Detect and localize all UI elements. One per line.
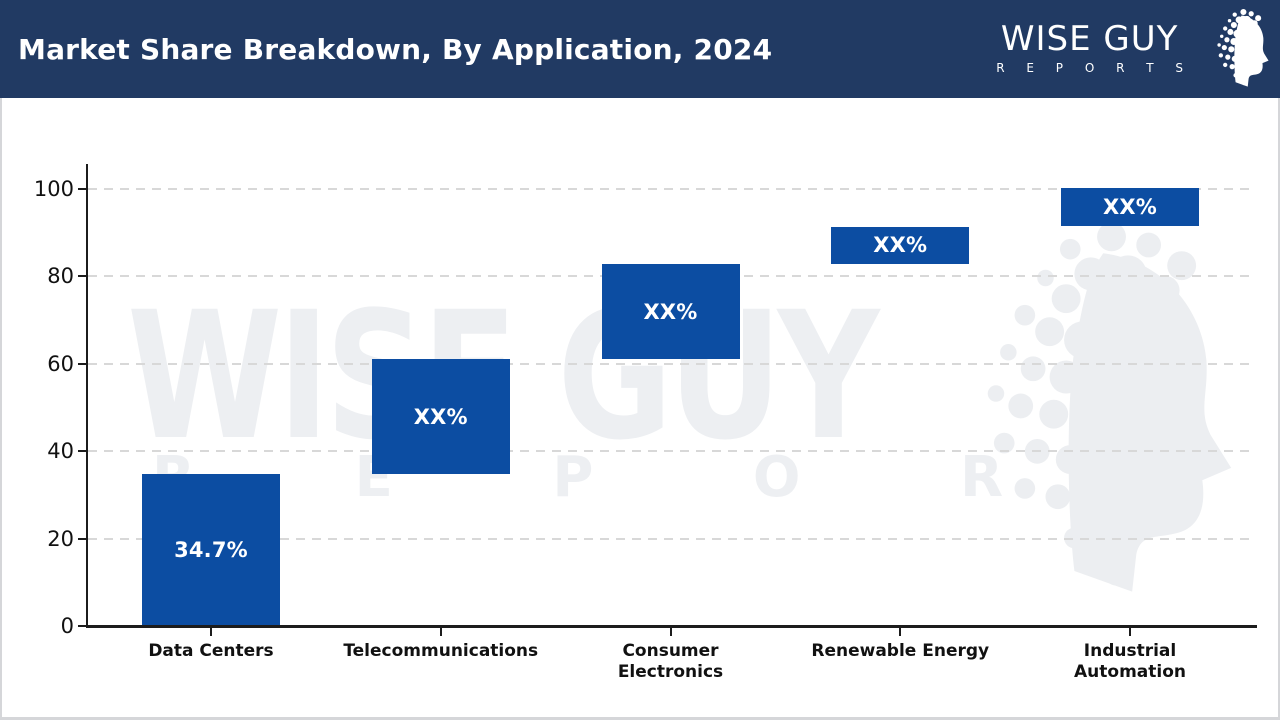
gridline-60	[88, 362, 1256, 365]
y-tick-mark	[78, 450, 86, 453]
header-bar: Market Share Breakdown, By Application, …	[0, 0, 1280, 98]
x-tick-mark	[669, 628, 672, 636]
bar-value-label: XX%	[873, 233, 928, 258]
y-tick-label: 0	[60, 614, 74, 638]
gridline-20	[88, 537, 1256, 540]
y-tick-label: 80	[47, 264, 74, 289]
bar-value-label: XX%	[413, 404, 468, 429]
bar-value-label: XX%	[643, 299, 698, 324]
y-tick-label: 60	[47, 351, 74, 376]
y-axis-line	[86, 164, 88, 627]
x-axis-line	[86, 625, 1257, 628]
x-tick-mark	[899, 628, 902, 636]
gridline-40	[88, 450, 1256, 453]
x-tick-mark	[210, 628, 212, 636]
bar-data-centers: 34.7%	[142, 474, 280, 626]
bar-value-label: 34.7%	[174, 538, 248, 563]
y-tick-label: 40	[47, 439, 74, 464]
brand-tagline: R E P O R T S	[996, 61, 1192, 75]
brand-name: WISE GUY	[1000, 19, 1179, 59]
brand-head-icon	[1217, 9, 1269, 87]
category-label-data-centers: Data Centers	[148, 641, 274, 661]
bar-consumer-electronics: XX%	[601, 264, 740, 360]
category-label-consumer-electronics: Consumer Electronics	[617, 641, 724, 682]
page-border-left	[0, 98, 2, 720]
bar-industrial-automation: XX%	[1061, 187, 1199, 227]
brand-logo-text: WISE GUY R E P O R T S	[987, 22, 1192, 75]
page-border-bottom	[0, 717, 1280, 720]
brand-logo: WISE GUY R E P O R T S	[987, 4, 1272, 92]
y-tick-label: 100	[33, 177, 74, 201]
gridline-100	[88, 188, 1256, 190]
y-tick-mark	[78, 188, 86, 190]
bar-telecommunications: XX%	[371, 359, 510, 475]
category-label-industrial-automation: Industrial Automation	[1074, 641, 1186, 682]
category-label-telecommunications: Telecommunications	[343, 641, 539, 661]
y-tick-mark	[78, 537, 86, 540]
y-tick-mark	[78, 362, 86, 365]
y-tick-label: 20	[47, 526, 74, 551]
page-title: Market Share Breakdown, By Application, …	[18, 32, 773, 66]
bar-value-label: XX%	[1102, 194, 1158, 219]
y-tick-mark	[78, 275, 86, 278]
bar-renewable-energy: XX%	[831, 227, 970, 264]
category-label-renewable-energy: Renewable Energy	[811, 641, 990, 661]
y-tick-mark	[78, 625, 86, 627]
x-tick-mark	[1129, 628, 1131, 636]
x-tick-mark	[439, 628, 442, 636]
page-border-right	[1278, 98, 1280, 720]
